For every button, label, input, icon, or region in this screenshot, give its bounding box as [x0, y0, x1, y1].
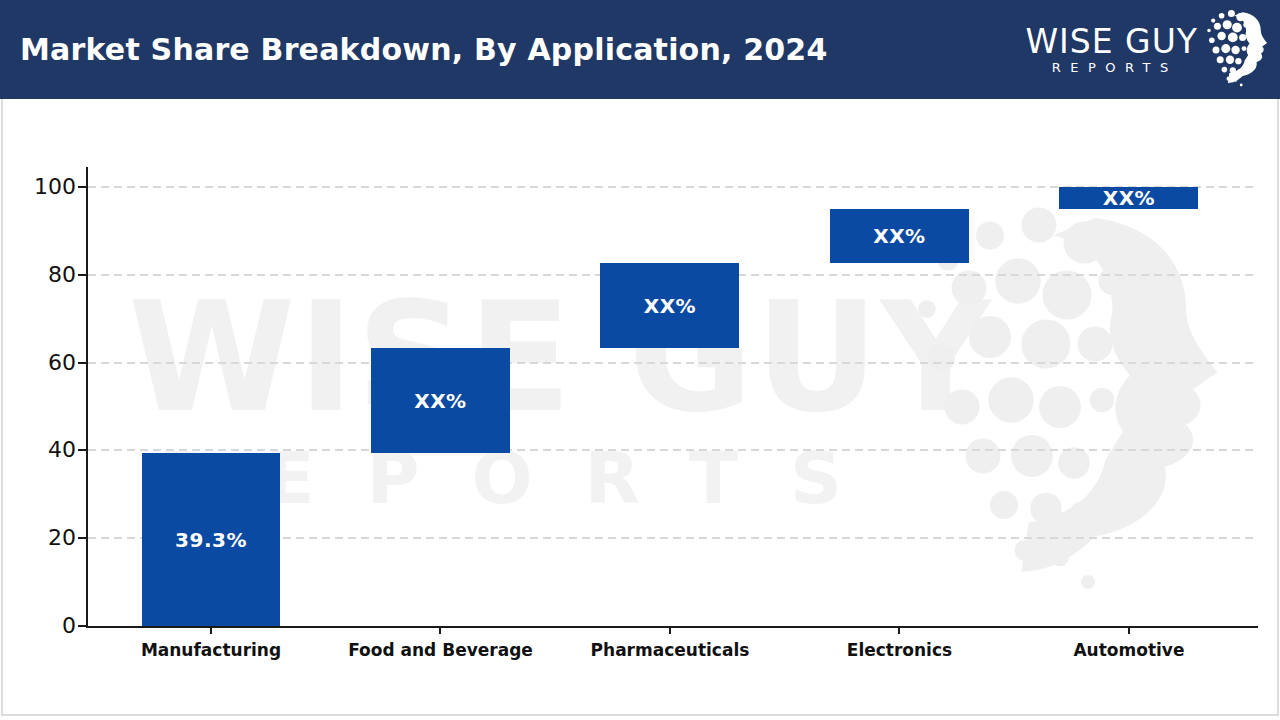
y-tick-label-60: 60 — [0, 350, 76, 376]
logo-subtitle: REPORTS — [1025, 61, 1198, 74]
bar-manufacturing: 39.3% — [142, 453, 281, 626]
y-tick-mark — [78, 274, 86, 276]
page-title: Market Share Breakdown, By Application, … — [20, 0, 828, 99]
y-tick-label-40: 40 — [0, 437, 76, 463]
gridline-40 — [88, 449, 1255, 451]
x-tick-mark — [669, 628, 671, 634]
header-bar: Market Share Breakdown, By Application, … — [0, 0, 1280, 99]
y-tick-label-20: 20 — [0, 525, 76, 551]
bar-value-label-automotive: XX% — [1103, 188, 1155, 208]
bar-food-and-beverage: XX% — [371, 348, 510, 453]
bar-automotive: XX% — [1059, 187, 1198, 209]
y-tick-label-100: 100 — [0, 174, 76, 200]
x-axis-label-food-and-beverage: Food and Beverage — [320, 640, 560, 660]
bar-value-label-pharmaceuticals: XX% — [644, 296, 696, 316]
x-axis-label-automotive: Automotive — [1009, 640, 1249, 660]
wise-guy-reports-logo: WISE GUY REPORTS — [1025, 0, 1272, 99]
y-axis-line — [86, 167, 88, 628]
x-axis-line — [86, 626, 1258, 628]
x-tick-mark — [210, 628, 212, 634]
bar-value-label-manufacturing: 39.3% — [175, 530, 247, 550]
logo-wordmark: WISE GUY — [1025, 25, 1198, 58]
bar-pharmaceuticals: XX% — [600, 263, 739, 348]
bar-value-label-food-and-beverage: XX% — [414, 391, 466, 411]
y-tick-mark — [78, 625, 86, 627]
x-axis-label-electronics: Electronics — [779, 640, 1019, 660]
dotted-head-icon — [1202, 7, 1272, 93]
y-tick-mark — [78, 362, 86, 364]
logo-text: WISE GUY REPORTS — [1025, 25, 1198, 74]
y-tick-label-0: 0 — [0, 613, 76, 639]
bar-value-label-electronics: XX% — [873, 226, 925, 246]
bar-electronics: XX% — [830, 209, 969, 263]
plot-area: 39.3% XX% XX% XX% XX% — [88, 168, 1255, 626]
gridline-60 — [88, 362, 1255, 364]
y-tick-mark — [78, 537, 86, 539]
x-tick-mark — [439, 628, 441, 634]
y-tick-mark — [78, 186, 86, 188]
x-axis-label-manufacturing: Manufacturing — [91, 640, 331, 660]
x-tick-mark — [1128, 628, 1130, 634]
x-axis-label-pharmaceuticals: Pharmaceuticals — [550, 640, 790, 660]
y-tick-mark — [78, 449, 86, 451]
x-tick-mark — [898, 628, 900, 634]
page: { "header": { "title": "Market Share Bre… — [0, 0, 1280, 720]
y-tick-label-80: 80 — [0, 262, 76, 288]
